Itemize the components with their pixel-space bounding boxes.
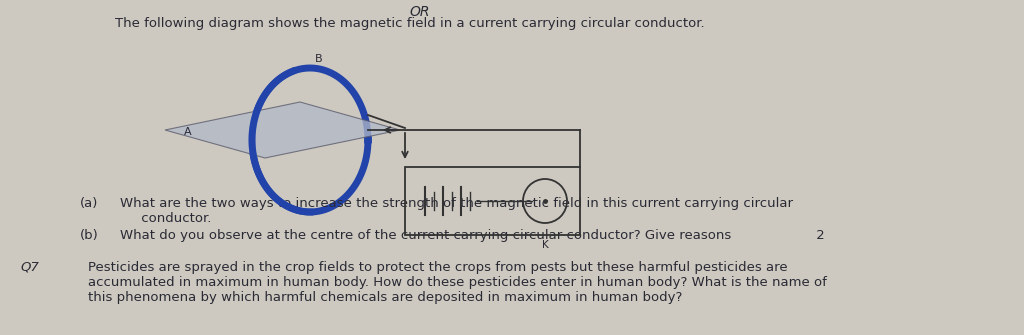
- Text: B: B: [315, 54, 323, 64]
- Text: (a): (a): [80, 197, 98, 210]
- Text: Q7: Q7: [20, 261, 39, 274]
- Text: A: A: [184, 127, 191, 137]
- Polygon shape: [165, 102, 400, 158]
- Text: (b): (b): [80, 229, 98, 242]
- Text: OR: OR: [410, 5, 430, 19]
- Text: What are the two ways to increase the strength of the magnetic field in this cur: What are the two ways to increase the st…: [120, 197, 793, 225]
- Text: The following diagram shows the magnetic field in a current carrying circular co: The following diagram shows the magnetic…: [115, 17, 705, 30]
- Bar: [406, 167, 580, 235]
- Text: What do you observe at the centre of the current carrying circular conductor? Gi: What do you observe at the centre of the…: [120, 229, 824, 242]
- Text: K: K: [542, 240, 549, 250]
- Text: Pesticides are sprayed in the crop fields to protect the crops from pests but th: Pesticides are sprayed in the crop field…: [88, 261, 826, 304]
